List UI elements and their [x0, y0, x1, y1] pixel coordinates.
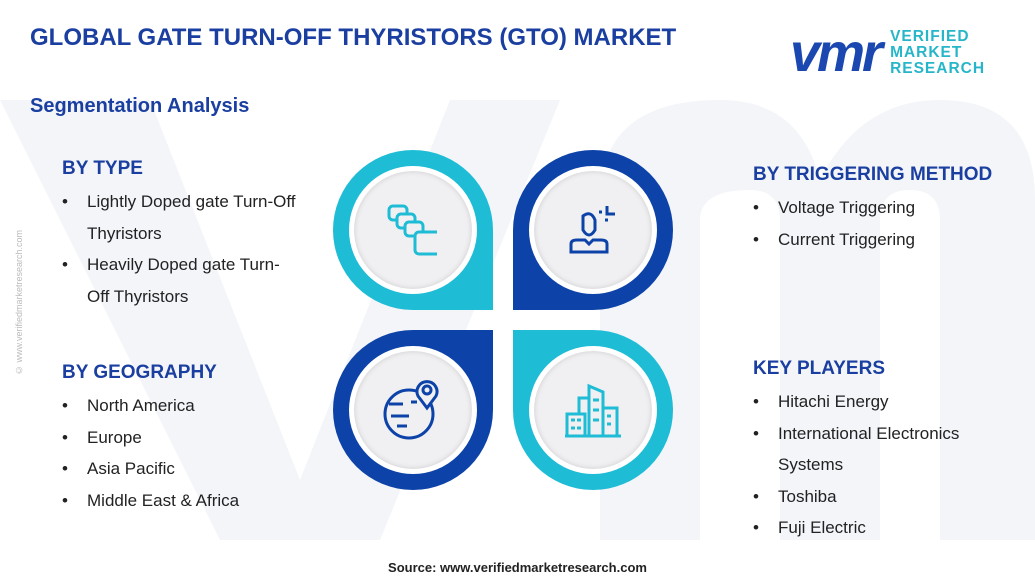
section-heading: BY TRIGGERING METHOD: [753, 164, 993, 185]
key-players-segment-badge: [513, 330, 673, 490]
page-subtitle: Segmentation Analysis: [30, 95, 250, 117]
page-title: GLOBAL GATE TURN-OFF THYRISTORS (GTO) MA…: [30, 24, 677, 51]
logo: vmr VERIFIED MARKET RESEARCH: [790, 23, 986, 83]
section-heading: KEY PLAYERS: [753, 358, 885, 379]
buildings-icon: [565, 383, 621, 438]
layers-icon: [387, 204, 437, 256]
list-item: Europe: [62, 422, 322, 454]
section-key-players: KEY PLAYERS Hitachi Energy International…: [753, 358, 1013, 544]
type-segment-badge: [333, 150, 493, 310]
section-heading: BY TYPE: [62, 158, 143, 179]
source-footer: Source: www.verifiedmarketresearch.com: [388, 560, 647, 575]
list-item: Asia Pacific: [62, 453, 322, 485]
list-item: Middle East & Africa: [62, 485, 322, 517]
list-item: Lightly Doped gate Turn-Off Thyristors: [62, 186, 302, 249]
globe-location-icon: [383, 380, 439, 440]
list-item: Fuji Electric: [753, 512, 1013, 544]
section-by-type: BY TYPE Lightly Doped gate Turn-Off Thyr…: [62, 158, 302, 312]
list-item: International Electronics Systems: [753, 418, 1013, 481]
logo-mark: vmr: [790, 23, 883, 83]
logo-text: VERIFIED MARKET RESEARCH: [890, 28, 986, 77]
section-heading: BY GEOGRAPHY: [62, 362, 217, 383]
person-icon: [569, 206, 615, 254]
list-item: Heavily Doped gate Turn-Off Thyristors: [62, 249, 302, 312]
list-item: Hitachi Energy: [753, 386, 1013, 418]
geography-segment-badge: [333, 330, 493, 490]
list-item: Current Triggering: [753, 224, 1033, 256]
side-watermark-text: © www.verifiedmarketresearch.com: [14, 230, 24, 376]
list-item: Toshiba: [753, 481, 1013, 513]
list-item: Voltage Triggering: [753, 192, 1033, 224]
list-item: North America: [62, 390, 322, 422]
section-by-triggering-method: BY TRIGGERING METHOD Voltage Triggering …: [753, 164, 1033, 255]
triggering-segment-badge: [513, 150, 673, 310]
section-by-geography: BY GEOGRAPHY North America Europe Asia P…: [62, 362, 322, 516]
